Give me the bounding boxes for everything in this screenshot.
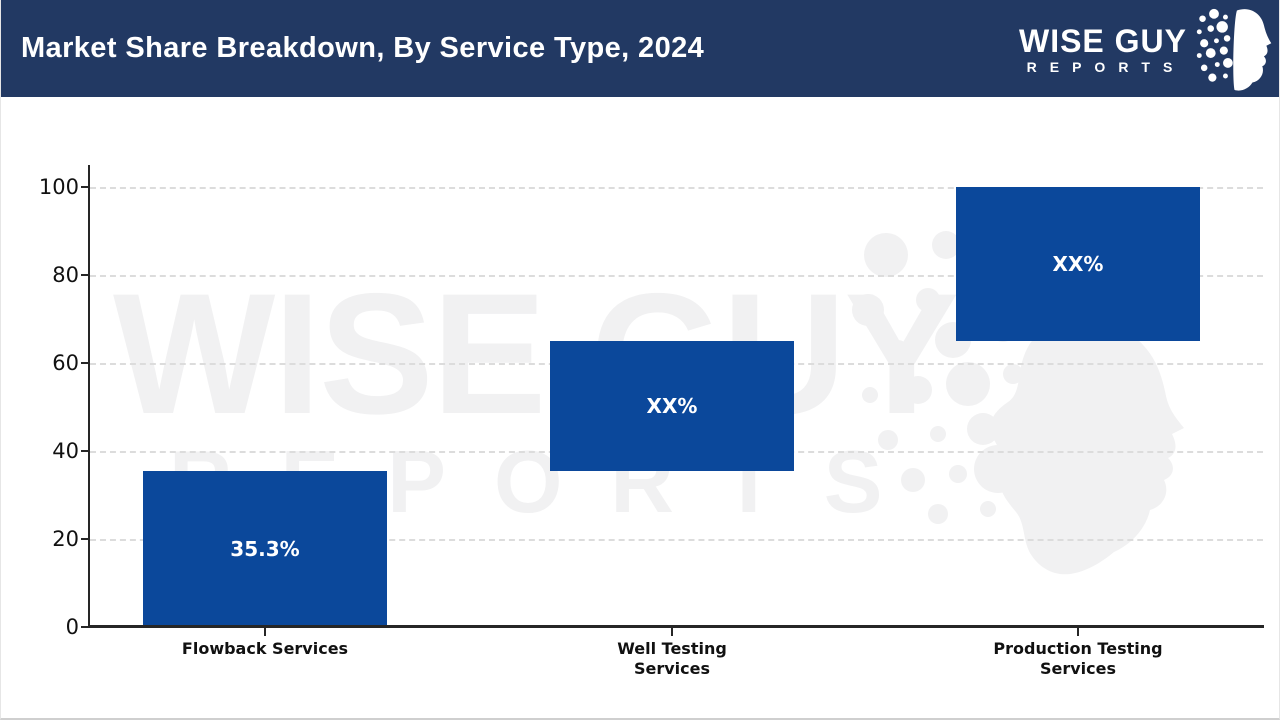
x-axis-line [88,625,1264,628]
x-tick-mark [1077,628,1079,636]
y-tick-mark [81,274,89,276]
bar-value-label: 35.3% [230,537,300,562]
watermark-text-wiseguy: WISE GUY [113,258,959,450]
bar [956,187,1200,341]
y-tick-label: 20 [52,527,79,551]
bar [143,471,387,627]
y-tick-mark [81,186,89,188]
y-tick-mark [81,538,89,540]
bar-value-label: XX% [646,394,698,419]
x-category-label-line: Services [633,659,711,678]
page-title: Market Share Breakdown, By Service Type,… [21,32,705,64]
brand-name: WISE GUY [1018,23,1187,59]
x-category-label: Production Testing Services [918,639,1238,679]
gridline [90,539,1263,541]
wiseguy-face-icon [1196,8,1272,91]
header-bar: Market Share Breakdown, By Service Type,… [1,0,1279,97]
x-category-label: Well Testing Services [512,639,832,679]
x-category-label-line: Services [1039,659,1117,678]
y-tick-label: 40 [52,439,79,463]
y-tick-label: 80 [52,263,79,287]
x-category-label-line: Production Testing [993,639,1163,658]
y-tick-mark [81,362,89,364]
x-category-label: Flowback Services [105,639,425,659]
y-tick-mark [81,450,89,452]
y-axis-line [88,165,90,627]
brand-subtitle: REPORTS [1026,59,1186,75]
x-category-label-line: Well Testing [617,639,727,658]
brand-logo: WISE GUY REPORTS [1019,4,1275,94]
x-category-label-line: Flowback Services [181,639,349,658]
gridline [90,275,1263,277]
brand-logo-text: WISE GUY REPORTS [1019,24,1187,76]
bar-value-label: XX% [1052,252,1104,276]
y-tick-label: 60 [52,351,79,375]
gridline [90,187,1263,189]
x-tick-mark [264,628,266,636]
x-tick-mark [671,628,673,636]
y-tick-label: 100 [38,175,79,199]
y-tick-label: 0 [65,615,79,639]
bar [550,341,794,472]
y-tick-mark [81,626,89,628]
